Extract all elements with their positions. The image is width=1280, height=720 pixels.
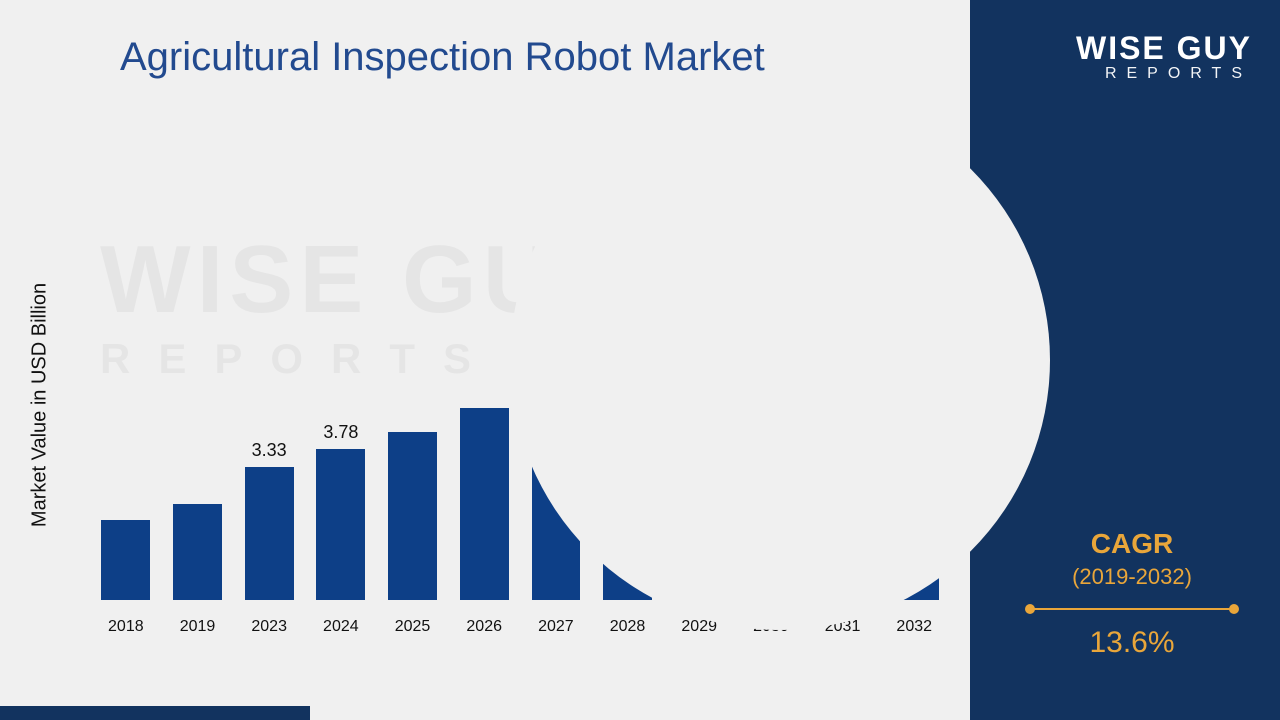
side-curve-cutout xyxy=(510,90,1050,630)
bar-slot xyxy=(448,160,520,600)
bar-slot: 3.33 xyxy=(233,160,305,600)
page-root: WISE GUY REPORTS Agricultural Inspection… xyxy=(0,0,1280,720)
bar xyxy=(245,467,294,600)
page-title: Agricultural Inspection Robot Market xyxy=(120,34,840,80)
bar xyxy=(173,504,222,600)
bar xyxy=(460,408,509,600)
bar-slot xyxy=(377,160,449,600)
brand-block: WISE GUY REPORTS xyxy=(1076,30,1252,83)
cagr-years: (2019-2032) xyxy=(1002,564,1262,590)
bar xyxy=(101,520,150,600)
brand-name: WISE GUY xyxy=(1076,30,1252,67)
cagr-value: 13.6% xyxy=(1002,626,1262,660)
bar-slot: 3.78 xyxy=(305,160,377,600)
bar-value-label: 3.33 xyxy=(252,440,287,461)
x-tick-label: 2023 xyxy=(233,610,305,636)
brand-subtitle: REPORTS xyxy=(1076,65,1252,83)
x-tick-label: 2019 xyxy=(162,610,234,636)
footer-strip xyxy=(0,706,310,720)
y-axis-label: Market Value in USD Billion xyxy=(29,283,52,527)
x-tick-label: 2026 xyxy=(448,610,520,636)
cagr-divider xyxy=(1030,608,1234,610)
bar-slot xyxy=(90,160,162,600)
bar-value-label: 3.78 xyxy=(323,422,358,443)
bar xyxy=(388,432,437,600)
bar-slot xyxy=(162,160,234,600)
x-tick-label: 2028 xyxy=(592,610,664,636)
cagr-title: CAGR xyxy=(1002,528,1262,560)
x-tick-label: 2024 xyxy=(305,610,377,636)
x-tick-label: 2025 xyxy=(377,610,449,636)
cagr-box: CAGR (2019-2032) 13.6% xyxy=(1002,528,1262,660)
x-tick-label: 2027 xyxy=(520,610,592,636)
x-tick-label: 2018 xyxy=(90,610,162,636)
side-panel: WISE GUY REPORTS CAGR (2019-2032) 13.6% xyxy=(970,0,1280,720)
x-tick-label: 2032 xyxy=(878,610,950,636)
bar xyxy=(316,449,365,600)
